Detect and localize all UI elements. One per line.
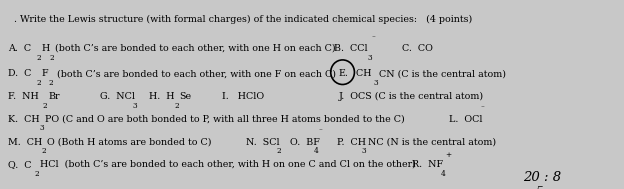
Text: 3: 3 [133, 102, 137, 110]
Text: H: H [42, 44, 50, 53]
Text: 2: 2 [42, 102, 47, 110]
Text: K.  CH: K. CH [8, 115, 40, 124]
Text: 2: 2 [276, 147, 281, 156]
Text: 2: 2 [49, 53, 54, 62]
Text: NC (N is the central atom): NC (N is the central atom) [368, 138, 495, 147]
Text: . Write the Lewis structure (with formal charges) of the indicated chemical spec: . Write the Lewis structure (with formal… [14, 15, 472, 24]
Text: P.  CH: P. CH [331, 138, 366, 147]
Text: CH: CH [353, 69, 371, 78]
Text: N.  SCl: N. SCl [246, 138, 280, 147]
Text: (both C’s are bonded to each other, with one H on each C): (both C’s are bonded to each other, with… [55, 44, 336, 53]
Text: R.  NF: R. NF [412, 160, 443, 169]
Text: 3: 3 [368, 53, 372, 62]
Text: 5: 5 [535, 186, 543, 189]
Text: PO (C and O are both bonded to P, with all three H atoms bonded to the C): PO (C and O are both bonded to P, with a… [45, 115, 405, 124]
Text: F: F [42, 69, 49, 78]
Text: A.  C: A. C [8, 44, 31, 53]
Text: 2: 2 [36, 53, 41, 62]
Text: 2: 2 [36, 79, 41, 87]
Text: 20 : 8: 20 : 8 [523, 171, 561, 184]
Text: J.  OCS (C is the central atom): J. OCS (C is the central atom) [339, 92, 484, 101]
Text: Se: Se [180, 92, 192, 101]
Text: 2: 2 [34, 170, 39, 178]
Text: M.  CH: M. CH [8, 138, 42, 147]
Text: ⁻: ⁻ [480, 106, 484, 114]
Text: G.  NCl: G. NCl [100, 92, 135, 101]
Text: O (Both H atoms are bonded to C): O (Both H atoms are bonded to C) [47, 138, 212, 147]
Text: I.   HClO: I. HClO [198, 92, 265, 101]
Text: E.: E. [338, 69, 348, 78]
Text: D.  C: D. C [8, 69, 31, 78]
Text: 2: 2 [48, 79, 52, 87]
Text: Q.  C: Q. C [8, 160, 32, 169]
Text: L.  OCl: L. OCl [449, 115, 483, 124]
Text: H.  H: H. H [140, 92, 175, 101]
Text: +: + [445, 151, 451, 159]
Text: 3: 3 [362, 147, 366, 156]
Text: 4: 4 [314, 147, 319, 156]
Text: 2: 2 [174, 102, 178, 110]
Text: 3: 3 [373, 79, 378, 87]
Text: ⁻: ⁻ [372, 35, 376, 43]
Text: CN (C is the central atom): CN (C is the central atom) [379, 69, 506, 78]
Text: 3: 3 [39, 124, 44, 132]
Text: HCl  (both C’s are bonded to each other, with H on one C and Cl on the other): HCl (both C’s are bonded to each other, … [40, 160, 416, 169]
Text: F.  NH: F. NH [8, 92, 39, 101]
Text: Br: Br [48, 92, 59, 101]
Text: (both C’s are bonded to each other, with one F on each C): (both C’s are bonded to each other, with… [54, 69, 336, 78]
Text: C.  CO: C. CO [387, 44, 433, 53]
Text: ⁻: ⁻ [318, 129, 322, 137]
Text: B.  CCl: B. CCl [334, 44, 368, 53]
Text: O.  BF: O. BF [284, 138, 319, 147]
Text: 2: 2 [41, 147, 46, 156]
Text: 4: 4 [441, 170, 446, 178]
